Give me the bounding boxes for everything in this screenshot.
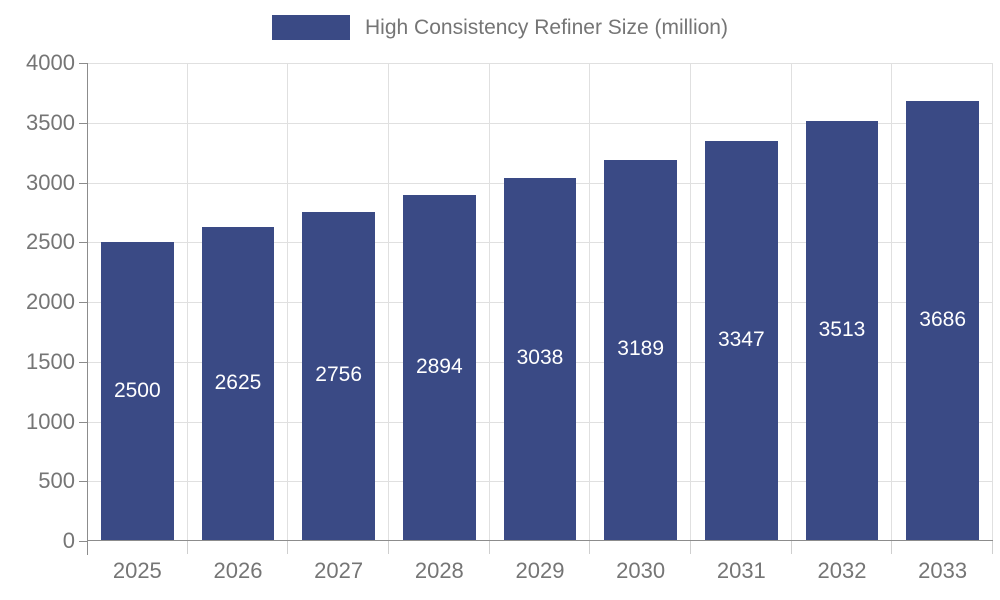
- x-axis-tick: [992, 541, 993, 554]
- y-tick-label: 2500: [26, 229, 75, 255]
- gridline-horizontal: [87, 63, 993, 64]
- gridline-vertical: [790, 63, 792, 541]
- x-tick-label: 2025: [112, 558, 162, 583]
- bar: 3686: [906, 100, 979, 541]
- x-axis-tick: [589, 541, 591, 554]
- y-axis-tick: [79, 421, 87, 423]
- y-axis-tick: [79, 541, 87, 542]
- bar: 2625: [201, 227, 275, 541]
- x-tick-label: 2027: [314, 558, 364, 583]
- gridline-vertical: [186, 63, 188, 541]
- bar-value-label: 2894: [415, 355, 463, 379]
- y-axis-tick: [79, 122, 87, 124]
- y-axis-tick: [79, 63, 87, 64]
- x-tick-label: 2031: [716, 558, 766, 583]
- gridline-vertical: [287, 63, 289, 541]
- bar: 2894: [403, 195, 476, 541]
- bar-value-label: 2500: [113, 378, 161, 402]
- x-axis-tick: [488, 541, 490, 554]
- y-tick-label: 4000: [26, 50, 75, 75]
- legend-label: High Consistency Refiner Size (million): [365, 15, 728, 39]
- x-axis-line: [87, 540, 993, 541]
- y-axis-line: [87, 63, 88, 555]
- y-tick-label: 0: [62, 528, 75, 553]
- y-tick-label: 1500: [26, 348, 75, 374]
- bar: 2756: [302, 211, 375, 541]
- bar: 3347: [705, 141, 778, 541]
- x-axis-tick: [690, 541, 691, 554]
- bar-value-label: 3347: [717, 328, 765, 352]
- y-tick-label: 3500: [26, 109, 75, 135]
- x-tick-label: 2033: [918, 558, 968, 583]
- bar: 3513: [805, 121, 879, 541]
- gridline-vertical: [589, 63, 591, 541]
- bar: 2500: [101, 242, 174, 541]
- y-axis-tick: [79, 242, 87, 244]
- legend-swatch: [272, 15, 351, 40]
- x-axis-tick: [388, 541, 389, 554]
- bar: 3189: [604, 159, 677, 541]
- bar-value-label: 3189: [617, 337, 665, 361]
- x-axis-tick: [186, 541, 188, 554]
- gridline-vertical: [488, 63, 490, 541]
- x-tick-label: 2028: [414, 558, 464, 583]
- legend[interactable]: High Consistency Refiner Size (million): [0, 15, 1000, 40]
- bar-value-label: 2756: [315, 363, 363, 387]
- y-axis-tick: [79, 361, 87, 363]
- bar-value-label: 3038: [516, 346, 564, 370]
- x-axis-tick: [790, 541, 792, 554]
- x-tick-label: 2030: [616, 558, 666, 583]
- bar-value-label: 3686: [919, 307, 967, 331]
- bar-value-label: 3513: [818, 318, 866, 342]
- y-tick-label: 500: [38, 468, 75, 494]
- gridline-vertical: [992, 63, 993, 541]
- y-tick-label: 2000: [26, 289, 75, 314]
- bar: 3038: [503, 177, 577, 541]
- x-axis-tick: [287, 541, 289, 554]
- gridline-vertical: [690, 63, 691, 541]
- bar-value-label: 2625: [214, 371, 262, 395]
- x-tick-label: 2026: [213, 558, 263, 583]
- gridline-vertical: [891, 63, 893, 541]
- y-axis-tick: [79, 481, 87, 483]
- y-tick-label: 3000: [26, 169, 75, 195]
- y-tick-label: 1000: [26, 408, 75, 434]
- gridline-horizontal: [87, 122, 993, 124]
- y-axis-tick: [79, 182, 87, 184]
- x-tick-label: 2032: [817, 558, 867, 583]
- plot-area: 2500 2625 2756 2894 3038 3189 3347 3513 3686: [87, 63, 993, 541]
- x-tick-label: 2029: [515, 558, 565, 583]
- x-axis-tick: [891, 541, 893, 554]
- gridline-vertical: [388, 63, 389, 541]
- y-axis-tick: [79, 302, 87, 303]
